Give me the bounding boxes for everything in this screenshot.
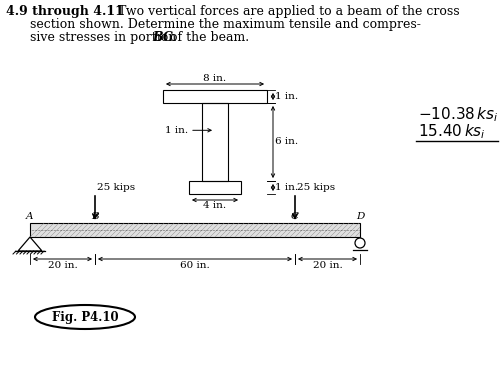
Text: 1 in.: 1 in.: [275, 183, 298, 192]
Text: C: C: [291, 212, 299, 221]
Text: 20 in.: 20 in.: [313, 261, 342, 270]
Text: Two vertical forces are applied to a beam of the cross: Two vertical forces are applied to a bea…: [110, 5, 459, 18]
Text: D: D: [356, 212, 364, 221]
Text: 60 in.: 60 in.: [180, 261, 210, 270]
Text: section shown. Determine the maximum tensile and compres-: section shown. Determine the maximum ten…: [6, 18, 421, 31]
Text: 20 in.: 20 in.: [48, 261, 77, 270]
Text: A: A: [26, 212, 34, 221]
Text: 1 in.: 1 in.: [165, 126, 188, 135]
Text: Fig. P4.10: Fig. P4.10: [52, 310, 118, 323]
Text: of the beam.: of the beam.: [166, 31, 249, 44]
Text: BC: BC: [152, 31, 173, 44]
Bar: [30, 223, 360, 237]
Text: 1 in.: 1 in.: [275, 92, 298, 101]
Bar: [163, 90, 267, 103]
Text: 4.9 through 4.11: 4.9 through 4.11: [6, 5, 124, 18]
Bar: [189, 181, 241, 194]
Text: $15.40\,ks_i$: $15.40\,ks_i$: [418, 123, 486, 141]
Text: $-10.38\,ks_i$: $-10.38\,ks_i$: [418, 105, 498, 124]
Text: 4 in.: 4 in.: [203, 201, 226, 210]
Text: B: B: [91, 212, 99, 221]
Text: 8 in.: 8 in.: [203, 74, 226, 83]
Text: sive stresses in portion: sive stresses in portion: [6, 31, 180, 44]
Text: 6 in.: 6 in.: [275, 137, 298, 147]
Text: 25 kips: 25 kips: [297, 183, 335, 192]
Text: 25 kips: 25 kips: [97, 183, 135, 192]
Bar: [202, 103, 228, 181]
